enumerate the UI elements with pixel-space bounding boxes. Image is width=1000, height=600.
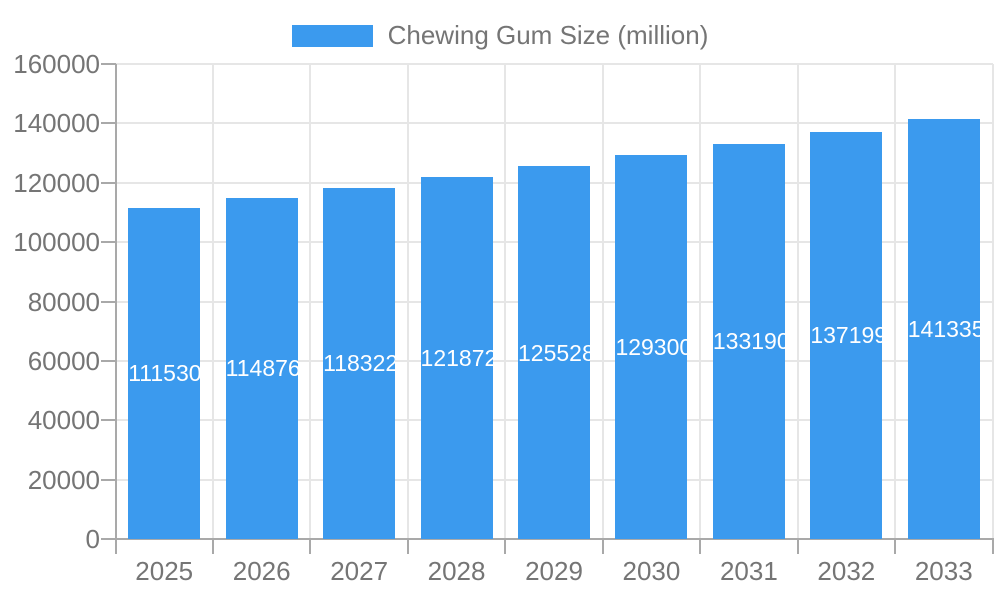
bar-2025[interactable] <box>128 207 201 539</box>
x-axis-label-2027: 2027 <box>330 556 389 586</box>
x-axis-tick <box>211 539 214 554</box>
x-axis-label-2028: 2028 <box>427 556 486 586</box>
x-axis-line <box>115 538 994 540</box>
x-gridline <box>504 64 507 539</box>
bar-value-label: 141335 <box>908 314 980 344</box>
x-axis-tick <box>504 539 507 554</box>
bar-2032[interactable] <box>810 131 883 539</box>
y-axis-tick <box>100 359 116 362</box>
bar-2027[interactable] <box>323 187 396 539</box>
y-axis-label: 160000 <box>13 49 100 79</box>
x-gridline <box>309 64 312 539</box>
x-axis-label-2030: 2030 <box>622 556 681 586</box>
bar-value-text: 118322 <box>323 350 396 377</box>
x-axis-label-2031: 2031 <box>719 556 778 586</box>
bar-value-text: 141335 <box>907 316 980 343</box>
x-axis-label-2026: 2026 <box>232 556 291 586</box>
x-axis-tick <box>699 539 702 554</box>
x-axis-tick <box>601 539 604 554</box>
x-axis-tick <box>796 539 799 554</box>
legend: Chewing Gum Size (million) <box>0 20 1000 51</box>
y-axis-line <box>114 64 117 539</box>
bar-2033[interactable] <box>907 119 980 539</box>
bar-value-label: 133190 <box>713 326 785 356</box>
y-axis-tick <box>100 122 116 125</box>
bar-value-text: 111530 <box>128 360 201 387</box>
y-axis-tick <box>100 63 116 65</box>
x-axis-label-2025: 2025 <box>135 556 194 586</box>
legend-label: Chewing Gum Size (million) <box>387 20 709 50</box>
y-gridline <box>115 63 993 65</box>
y-gridline <box>115 122 993 125</box>
bar-value-text: 114876 <box>225 355 298 382</box>
bar-value-label: 125528 <box>518 338 590 368</box>
bar-2030[interactable] <box>615 155 688 539</box>
legend-swatch-icon <box>291 24 373 47</box>
bar-value-text: 129300 <box>615 334 688 361</box>
x-gridline <box>894 64 897 539</box>
x-axis-label-2032: 2032 <box>817 556 876 586</box>
bar-value-text: 137199 <box>810 322 883 349</box>
bar-2029[interactable] <box>518 166 590 539</box>
bar-2026[interactable] <box>225 197 298 539</box>
x-gridline <box>406 64 409 539</box>
bar-value-text: 121872 <box>420 345 493 372</box>
bar-value-label: 118322 <box>323 348 395 378</box>
bar-value-label: 111530 <box>128 358 200 388</box>
y-axis-label: 0 <box>85 524 100 554</box>
y-axis-label: 100000 <box>13 227 100 258</box>
x-gridline <box>699 64 702 539</box>
bar-value-label: 129300 <box>615 332 687 362</box>
x-gridline <box>991 64 994 539</box>
y-axis-tick <box>100 478 116 481</box>
x-gridline <box>796 64 799 539</box>
y-axis-tick <box>100 300 116 303</box>
bar-value-text: 125528 <box>518 339 590 366</box>
x-axis-tick <box>894 539 897 554</box>
x-axis-tick <box>309 539 312 554</box>
bar-value-label: 121872 <box>421 343 493 373</box>
x-axis-tick <box>114 539 117 554</box>
legend-item[interactable]: Chewing Gum Size (million) <box>291 20 709 51</box>
x-gridline <box>601 64 604 539</box>
y-axis-label: 140000 <box>13 108 100 139</box>
bar-value-label: 114876 <box>226 353 298 383</box>
y-axis-label: 80000 <box>27 286 100 317</box>
bar-value-text: 133190 <box>712 328 785 355</box>
bar-2031[interactable] <box>712 143 785 539</box>
y-axis-tick <box>100 241 116 244</box>
x-axis-label-2029: 2029 <box>525 556 583 586</box>
x-axis-tick <box>991 539 994 554</box>
bar-value-label: 137199 <box>810 320 882 350</box>
y-axis-label: 40000 <box>27 405 100 436</box>
y-axis-label: 60000 <box>27 345 100 376</box>
y-axis-label: 120000 <box>13 167 100 198</box>
bar-2028[interactable] <box>420 177 493 539</box>
y-axis-tick <box>100 419 116 422</box>
x-axis-tick <box>406 539 409 554</box>
x-axis-label-2033: 2033 <box>914 556 973 586</box>
y-axis-tick <box>100 181 116 184</box>
x-gridline <box>211 64 214 539</box>
y-axis-tick <box>100 538 116 540</box>
y-axis-label: 20000 <box>27 464 100 495</box>
